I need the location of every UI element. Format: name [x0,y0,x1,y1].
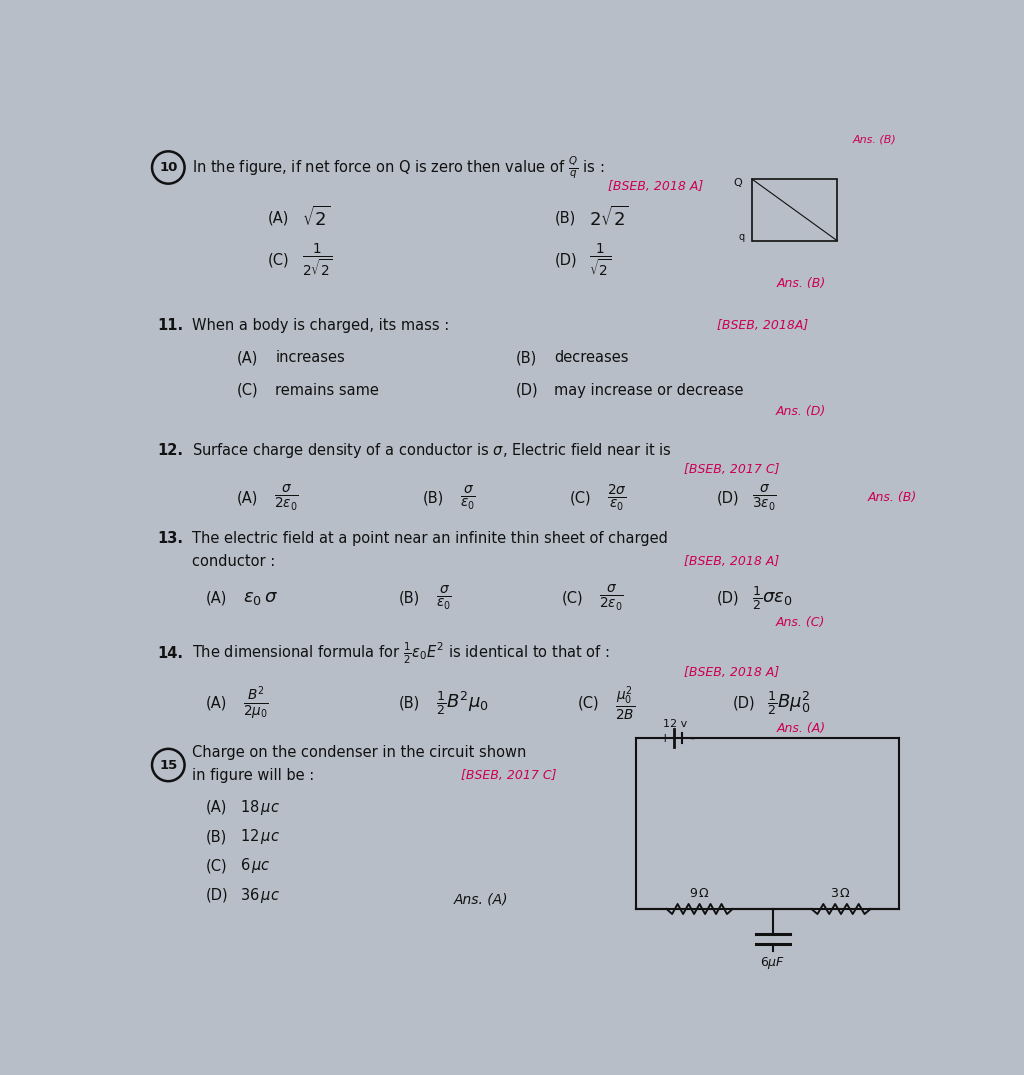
Text: (B): (B) [554,210,575,225]
Text: $9\,\Omega$: $9\,\Omega$ [688,887,710,900]
Text: The dimensional formula for $\frac{1}{2}\epsilon_0 E^2$ is identical to that of : The dimensional formula for $\frac{1}{2}… [191,641,609,666]
Text: [BSEB, 2017 C]: [BSEB, 2017 C] [461,770,557,783]
Text: (A): (A) [206,696,227,711]
Text: decreases: decreases [554,350,629,366]
Text: $\frac{\sigma}{\epsilon_0}$: $\frac{\sigma}{\epsilon_0}$ [436,584,453,612]
Text: +: + [659,732,671,745]
Text: [BSEB, 2018 A]: [BSEB, 2018 A] [684,666,779,679]
Text: 14.: 14. [158,646,183,661]
Text: (B): (B) [206,829,226,844]
Text: (A): (A) [206,590,227,605]
Text: $\frac{\mu_0^2}{2B}$: $\frac{\mu_0^2}{2B}$ [614,685,635,722]
Text: $\frac{\sigma}{2\epsilon_0}$: $\frac{\sigma}{2\epsilon_0}$ [599,583,624,613]
Text: q: q [738,232,744,242]
Text: $\frac{\sigma}{2\epsilon_0}$: $\frac{\sigma}{2\epsilon_0}$ [273,483,298,513]
Text: (C): (C) [569,490,592,505]
Text: increases: increases [275,350,345,366]
Text: (A): (A) [267,210,289,225]
Text: $\frac{B^2}{2\mu_0}$: $\frac{B^2}{2\mu_0}$ [243,685,268,722]
Text: 12 v: 12 v [663,719,687,729]
Text: (A): (A) [237,490,258,505]
Text: $\frac{2\sigma}{\epsilon_0}$: $\frac{2\sigma}{\epsilon_0}$ [607,483,627,513]
Text: Ans. (C): Ans. (C) [776,616,825,629]
Text: When a body is charged, its mass :: When a body is charged, its mass : [191,318,449,333]
Text: (C): (C) [237,383,258,398]
Text: $\frac{\sigma}{\epsilon_0}$: $\frac{\sigma}{\epsilon_0}$ [460,484,475,512]
Text: $18\,\mu c$: $18\,\mu c$ [241,798,281,817]
Text: Ans. (D): Ans. (D) [775,405,825,418]
Text: (D): (D) [515,383,539,398]
Text: The electric field at a point near an infinite thin sheet of charged: The electric field at a point near an in… [191,531,668,546]
Text: (C): (C) [578,696,599,711]
Text: Ans. (B): Ans. (B) [868,491,918,504]
Text: In the figure, if net force on Q is zero then value of $\frac{Q}{q}$ is :: In the figure, if net force on Q is zero… [191,154,604,181]
Text: (B): (B) [399,696,421,711]
Text: 15: 15 [159,759,177,772]
Text: Ans. (A): Ans. (A) [454,892,508,906]
Text: (D): (D) [717,590,739,605]
Text: remains same: remains same [275,383,379,398]
Text: (D): (D) [206,888,228,903]
Text: $36\,\mu c$: $36\,\mu c$ [241,886,281,905]
Text: $12\,\mu c$: $12\,\mu c$ [241,827,281,846]
Text: $\frac{1}{2\sqrt{2}}$: $\frac{1}{2\sqrt{2}}$ [302,241,333,278]
Text: Ans. (B): Ans. (B) [853,134,896,144]
Text: [BSEB, 2017 C]: [BSEB, 2017 C] [683,463,779,476]
Text: (D): (D) [554,253,577,268]
Text: (A): (A) [237,350,258,366]
Text: in figure will be :: in figure will be : [191,769,313,784]
Text: 12.: 12. [158,443,183,458]
Text: 10: 10 [159,161,177,174]
Text: $\frac{\sigma}{3\epsilon_0}$: $\frac{\sigma}{3\epsilon_0}$ [752,483,776,513]
Text: Surface charge density of a conductor is $\sigma$, Electric field near it is: Surface charge density of a conductor is… [191,441,672,460]
Text: (B): (B) [399,590,421,605]
Text: may increase or decrease: may increase or decrease [554,383,743,398]
Text: $6\mu F$: $6\mu F$ [760,956,785,971]
Text: Q: Q [734,177,742,188]
Text: $\frac{1}{2}\sigma\epsilon_0$: $\frac{1}{2}\sigma\epsilon_0$ [752,584,793,612]
Text: $2\sqrt{2}$: $2\sqrt{2}$ [589,205,629,230]
Text: $\frac{1}{2}B\mu_0^2$: $\frac{1}{2}B\mu_0^2$ [767,689,811,717]
Text: $\frac{1}{2}B^2\mu_0$: $\frac{1}{2}B^2\mu_0$ [436,689,489,717]
Text: -: - [689,731,695,746]
Text: 11.: 11. [158,318,183,333]
Text: $\epsilon_0\,\sigma$: $\epsilon_0\,\sigma$ [243,589,278,607]
Text: (C): (C) [267,253,289,268]
Text: [BSEB, 2018 A]: [BSEB, 2018 A] [608,181,703,194]
Text: Charge on the condenser in the circuit shown: Charge on the condenser in the circuit s… [191,745,526,760]
Text: conductor :: conductor : [191,555,274,570]
Text: (B): (B) [515,350,537,366]
Text: (A): (A) [206,800,227,815]
Bar [752,180,838,241]
Text: $3\,\Omega$: $3\,\Omega$ [830,887,852,900]
Text: $\frac{1}{\sqrt{2}}$: $\frac{1}{\sqrt{2}}$ [589,241,611,278]
Text: Ans. (B): Ans. (B) [776,276,825,289]
Text: Ans. (A): Ans. (A) [776,721,825,734]
Text: (C): (C) [562,590,584,605]
Text: (D): (D) [717,490,739,505]
Text: (D): (D) [732,696,755,711]
Text: $6\,\mu c$: $6\,\mu c$ [241,857,271,875]
Text: [BSEB, 2018A]: [BSEB, 2018A] [717,319,808,332]
Text: [BSEB, 2018 A]: [BSEB, 2018 A] [684,556,779,569]
Text: (B): (B) [423,490,443,505]
Text: 13.: 13. [158,531,183,546]
Text: (C): (C) [206,859,227,873]
Text: $\sqrt{2}$: $\sqrt{2}$ [302,205,331,230]
